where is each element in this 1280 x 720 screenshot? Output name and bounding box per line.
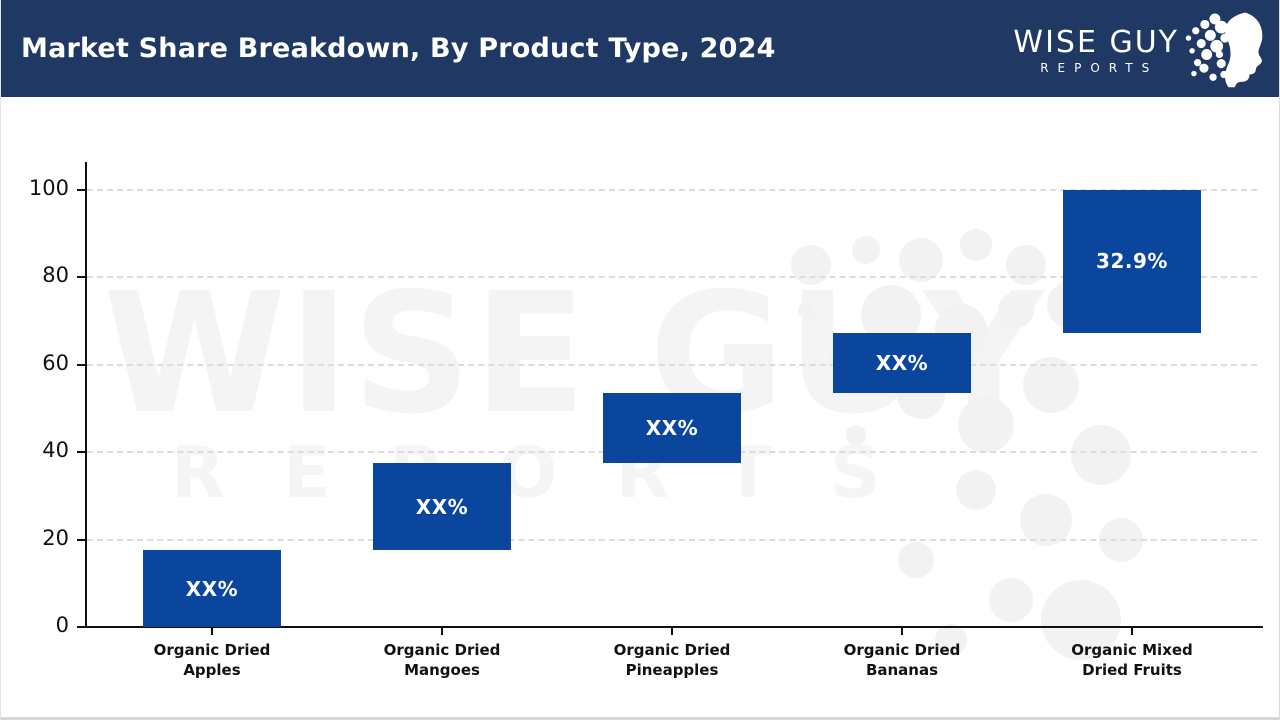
gridline	[87, 276, 1257, 278]
bar: 32.9%	[1063, 189, 1201, 334]
logo-wiseguy-label: WISE GUY	[1013, 24, 1179, 60]
bar: XX%	[603, 392, 741, 464]
y-axis-tick	[77, 276, 86, 278]
x-tick-label: Organic Mixed Dried Fruits	[1071, 641, 1193, 679]
y-tick-label: 80	[42, 263, 69, 287]
bar: XX%	[143, 550, 281, 627]
x-axis-tick	[1131, 628, 1133, 635]
page-title: Market Share Breakdown, By Product Type,…	[21, 33, 776, 64]
x-axis-tick	[211, 628, 213, 635]
x-tick-label: Organic Dried Bananas	[843, 641, 961, 679]
y-axis-tick	[77, 538, 86, 541]
logo-reports-label: REPORTS	[1040, 60, 1159, 75]
y-tick-label: 0	[55, 613, 69, 637]
x-tick-label: Organic Dried Pineapples	[613, 641, 731, 679]
y-axis-tick	[77, 626, 86, 628]
bar-value-label: XX%	[645, 416, 699, 441]
x-axis	[85, 626, 1263, 628]
x-axis-tick	[671, 628, 673, 635]
y-tick-label: 20	[42, 525, 69, 550]
x-axis-tick	[441, 628, 443, 635]
logo-face-icon	[1185, 12, 1263, 87]
y-tick-label: 100	[28, 175, 69, 200]
y-axis	[85, 162, 87, 628]
bottom-border	[1, 717, 1279, 720]
logo-text: WISE GUY REPORTS	[1013, 24, 1179, 75]
watermark-reports-text: REPORTS	[171, 432, 939, 514]
y-tick-label: 40	[42, 438, 69, 462]
gridline	[87, 538, 1257, 541]
bar: XX%	[373, 463, 511, 551]
wiseguy-logo: WISE GUY REPORTS	[1013, 7, 1265, 91]
gridline	[87, 363, 1257, 366]
bar: XX%	[833, 333, 971, 393]
bar-value-label: XX%	[185, 576, 239, 601]
y-axis-tick	[77, 451, 86, 453]
x-axis-tick	[901, 628, 903, 635]
y-axis-tick	[77, 188, 86, 191]
y-tick-label: 60	[42, 350, 69, 375]
x-tick-label: Organic Dried Mangoes	[383, 641, 501, 679]
header-bar: Market Share Breakdown, By Product Type,…	[1, 0, 1279, 97]
x-tick-label: Organic Dried Apples	[153, 641, 271, 679]
bar-value-label: 32.9%	[1096, 249, 1168, 274]
bar-value-label: XX%	[875, 351, 929, 376]
gridline	[87, 188, 1257, 191]
bar-value-label: XX%	[415, 494, 469, 519]
y-axis-tick	[77, 363, 86, 366]
